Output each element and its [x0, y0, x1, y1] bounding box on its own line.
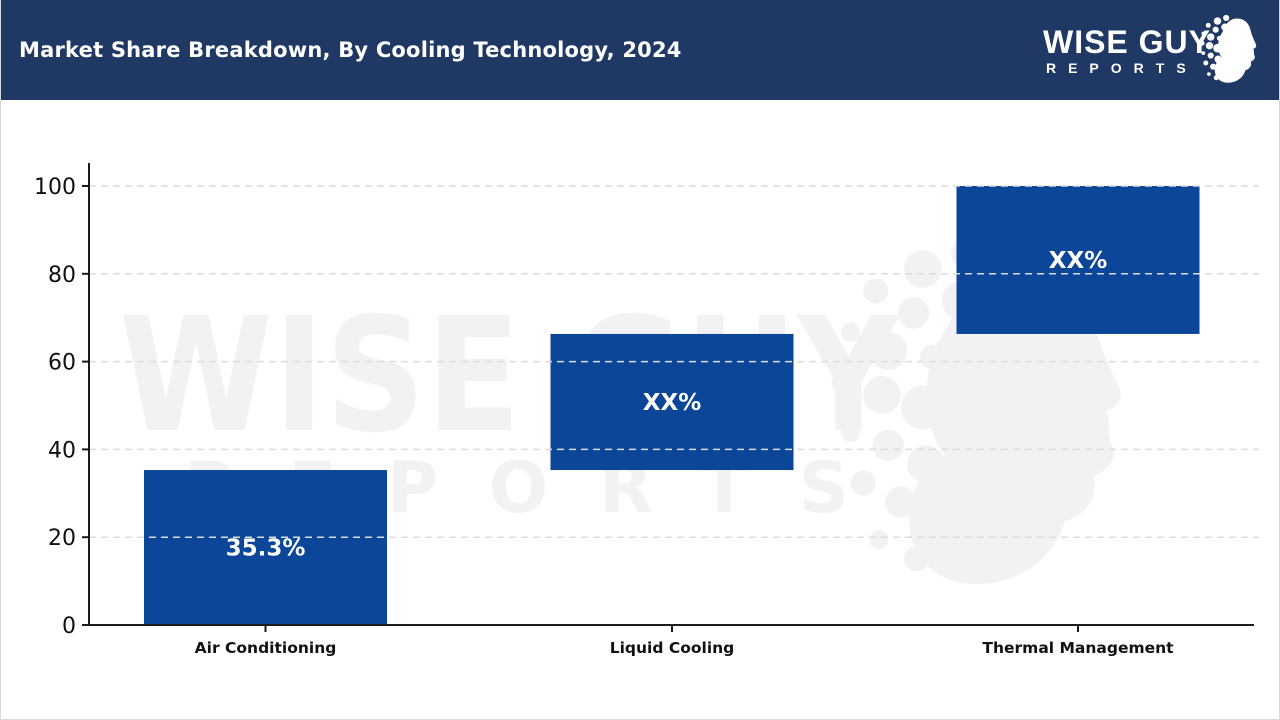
logo-face-icon — [1199, 14, 1257, 83]
category-label: Air Conditioning — [195, 639, 337, 657]
page-title: Market Share Breakdown, By Cooling Techn… — [19, 38, 682, 62]
bar-value-label: XX% — [1049, 248, 1108, 274]
logo-text: WISE GUY REPORTS — [1043, 26, 1211, 75]
bars-layer — [144, 186, 1200, 625]
wiseguy-logo: WISE GUY REPORTS — [1043, 13, 1259, 87]
y-tick-label: 100 — [34, 175, 76, 200]
bar-segment-2 — [956, 186, 1200, 334]
header: Market Share Breakdown, By Cooling Techn… — [1, 0, 1279, 100]
y-tick-label: 20 — [48, 526, 76, 551]
bar-segment-1 — [550, 333, 794, 471]
bar-value-label: XX% — [643, 390, 702, 416]
axes-layer — [82, 163, 1254, 632]
y-tick-label: 40 — [48, 438, 76, 463]
bar-chart: WISE GUY REPORTS 35.3%Air ConditioningXX… — [34, 163, 1259, 657]
y-tick-label: 80 — [48, 263, 76, 288]
y-tick-label: 60 — [48, 351, 76, 376]
category-label: Liquid Cooling — [610, 639, 735, 657]
labels-layer: 35.3% Air Conditioning XX% Liquid Cooling XX… — [34, 175, 1174, 657]
logo-reports-label: REPORTS — [1045, 59, 1198, 76]
category-label: Thermal Management — [982, 639, 1174, 657]
gridlines-layer — [89, 185, 1259, 538]
bar-value-label: 35.3% — [226, 536, 306, 562]
bar-segment-0 — [144, 470, 387, 625]
logo-wordmark: WISE GUY — [1042, 23, 1211, 60]
y-tick-label: 0 — [62, 614, 76, 639]
